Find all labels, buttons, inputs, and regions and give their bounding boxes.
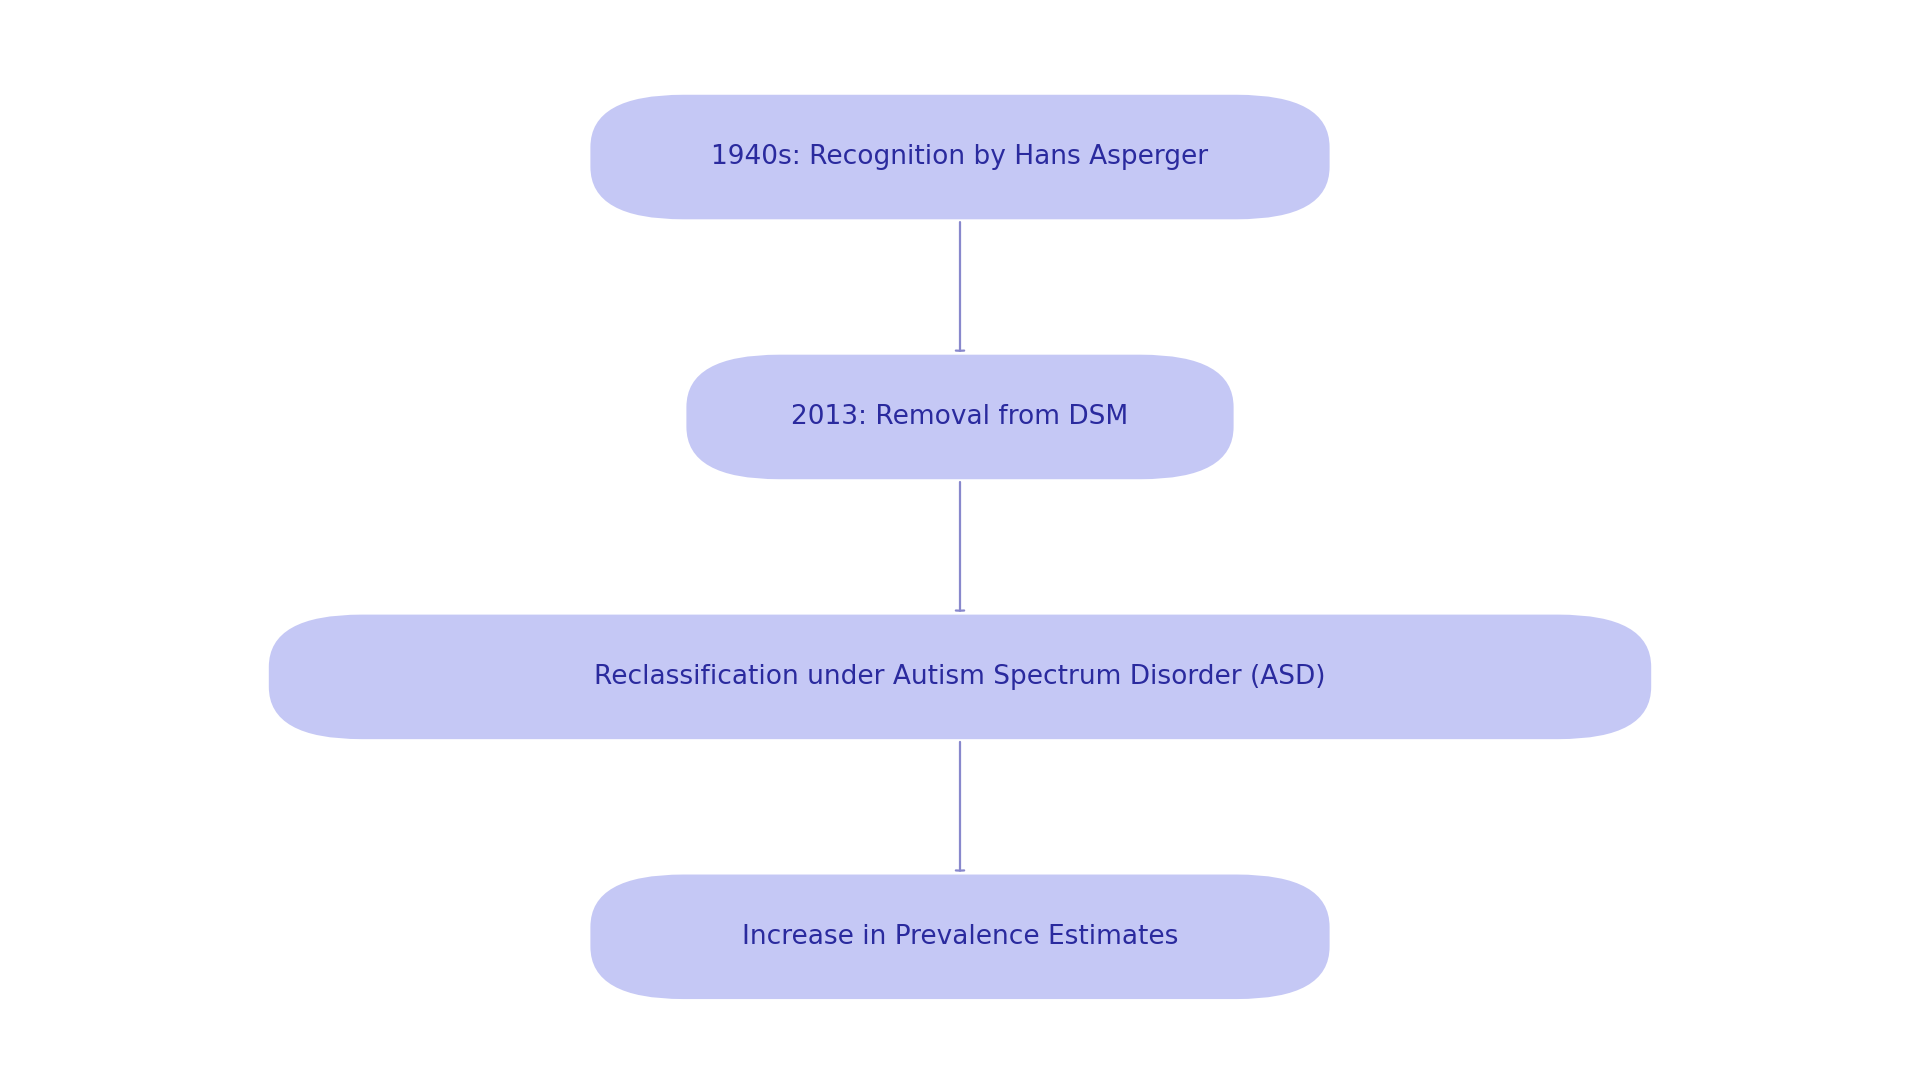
FancyBboxPatch shape <box>269 615 1651 739</box>
Text: 1940s: Recognition by Hans Asperger: 1940s: Recognition by Hans Asperger <box>712 144 1208 170</box>
FancyBboxPatch shape <box>591 95 1329 219</box>
Text: Reclassification under Autism Spectrum Disorder (ASD): Reclassification under Autism Spectrum D… <box>595 664 1325 690</box>
Text: 2013: Removal from DSM: 2013: Removal from DSM <box>791 404 1129 430</box>
FancyBboxPatch shape <box>687 355 1235 479</box>
FancyBboxPatch shape <box>591 875 1329 999</box>
Text: Increase in Prevalence Estimates: Increase in Prevalence Estimates <box>741 924 1179 950</box>
